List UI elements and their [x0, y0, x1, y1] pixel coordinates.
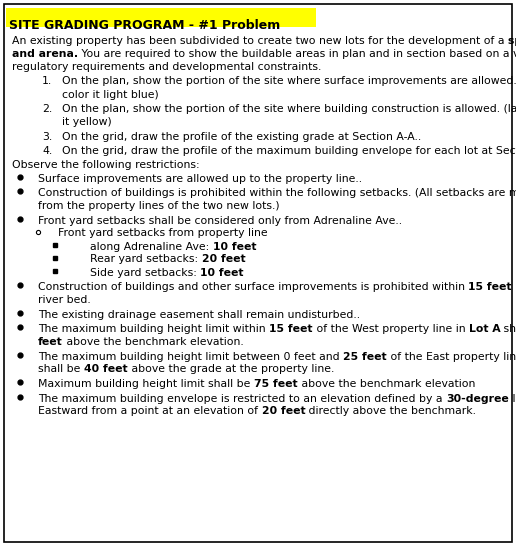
Text: The existing drainage easement shall remain undisturbed..: The existing drainage easement shall rem… [38, 310, 360, 319]
Text: above the benchmark elevation: above the benchmark elevation [298, 379, 475, 389]
Text: Construction of buildings and other surface improvements is prohibited within: Construction of buildings and other surf… [38, 282, 469, 292]
Text: shall be: shall be [501, 324, 516, 334]
Text: Front yard setbacks shall be considered only from Adrenaline Ave..: Front yard setbacks shall be considered … [38, 216, 402, 225]
Text: On the grid, draw the profile of the existing grade at Section A-A..: On the grid, draw the profile of the exi… [62, 132, 421, 141]
Text: 75 feet: 75 feet [254, 379, 298, 389]
Text: You are required to show the buildable areas in plan and in section based on a v: You are required to show the buildable a… [78, 49, 516, 59]
Text: 30-degree: 30-degree [446, 394, 509, 403]
Text: along Adrenaline Ave:: along Adrenaline Ave: [90, 241, 213, 252]
Text: Side yard setbacks:: Side yard setbacks: [90, 268, 200, 277]
Text: shall be: shall be [38, 365, 84, 375]
Text: of the East property line of: of the East property line of [387, 352, 516, 361]
Text: 15 feet: 15 feet [469, 282, 512, 292]
Text: Observe the following restrictions:: Observe the following restrictions: [12, 161, 200, 170]
Text: 20 feet: 20 feet [202, 254, 245, 264]
Text: The maximum building height limit between 0 feet and: The maximum building height limit betwee… [38, 352, 343, 361]
Text: Lot A: Lot A [469, 324, 501, 334]
Text: directly above the benchmark.: directly above the benchmark. [305, 407, 476, 417]
Text: 2.: 2. [42, 104, 52, 114]
Text: it yellow): it yellow) [62, 117, 112, 127]
Text: Surface improvements are allowed up to the property line..: Surface improvements are allowed up to t… [38, 174, 362, 183]
Text: of the West property line in: of the West property line in [313, 324, 469, 334]
Text: Construction of buildings is prohibited within the following setbacks. (All setb: Construction of buildings is prohibited … [38, 188, 516, 198]
Text: sports center: sports center [508, 36, 516, 46]
Text: 3.: 3. [42, 132, 52, 141]
Text: Front yard setbacks from property line: Front yard setbacks from property line [58, 228, 268, 239]
Text: 10 feet: 10 feet [200, 268, 244, 277]
Text: of the: of the [512, 282, 516, 292]
Text: The maximum building envelope is restricted to an elevation defined by a: The maximum building envelope is restric… [38, 394, 446, 403]
Text: and arena.: and arena. [12, 49, 78, 59]
Text: 40 feet: 40 feet [84, 365, 127, 375]
Text: 10 feet: 10 feet [213, 241, 256, 252]
Text: Eastward from a point at an elevation of: Eastward from a point at an elevation of [38, 407, 262, 417]
Text: line rising: line rising [509, 394, 516, 403]
Text: On the plan, show the portion of the site where building construction is allowed: On the plan, show the portion of the sit… [62, 104, 516, 114]
Text: river bed.: river bed. [38, 295, 91, 305]
Text: color it light blue): color it light blue) [62, 90, 159, 99]
Text: SITE GRADING PROGRAM - #1 Problem: SITE GRADING PROGRAM - #1 Problem [9, 19, 280, 32]
Text: above the grade at the property line.: above the grade at the property line. [127, 365, 334, 375]
Text: from the property lines of the two new lots.): from the property lines of the two new l… [38, 201, 280, 211]
Text: above the benchmark elevation.: above the benchmark elevation. [63, 337, 244, 347]
Text: The maximum building height limit within: The maximum building height limit within [38, 324, 269, 334]
Text: An existing property has been subdivided to create two new lots for the developm: An existing property has been subdivided… [12, 36, 508, 46]
Text: Maximum building height limit shall be: Maximum building height limit shall be [38, 379, 254, 389]
Text: On the grid, draw the profile of the maximum building envelope for each lot at S: On the grid, draw the profile of the max… [62, 146, 516, 156]
Text: On the plan, show the portion of the site where surface improvements are allowed: On the plan, show the portion of the sit… [62, 76, 516, 86]
Text: 25 feet: 25 feet [343, 352, 387, 361]
Text: regulatory requirements and developmental constraints.: regulatory requirements and developmenta… [12, 62, 321, 72]
Text: 4.: 4. [42, 146, 52, 156]
Bar [6, 8, 316, 27]
Text: 15 feet: 15 feet [269, 324, 313, 334]
Text: feet: feet [38, 337, 63, 347]
Text: Rear yard setbacks:: Rear yard setbacks: [90, 254, 202, 264]
Text: 20 feet: 20 feet [262, 407, 305, 417]
Text: 1.: 1. [42, 76, 52, 86]
